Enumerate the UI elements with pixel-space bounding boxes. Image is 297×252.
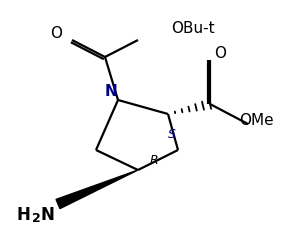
Text: OMe: OMe (239, 112, 273, 127)
Text: N: N (105, 83, 117, 98)
Text: N: N (40, 205, 54, 223)
Text: R: R (150, 154, 158, 167)
Text: O: O (50, 25, 62, 40)
Text: S: S (168, 128, 176, 141)
Text: H: H (16, 205, 30, 223)
Polygon shape (56, 170, 138, 209)
Text: O: O (214, 45, 226, 60)
Text: 2: 2 (32, 211, 41, 224)
Text: OBu-t: OBu-t (171, 20, 215, 35)
